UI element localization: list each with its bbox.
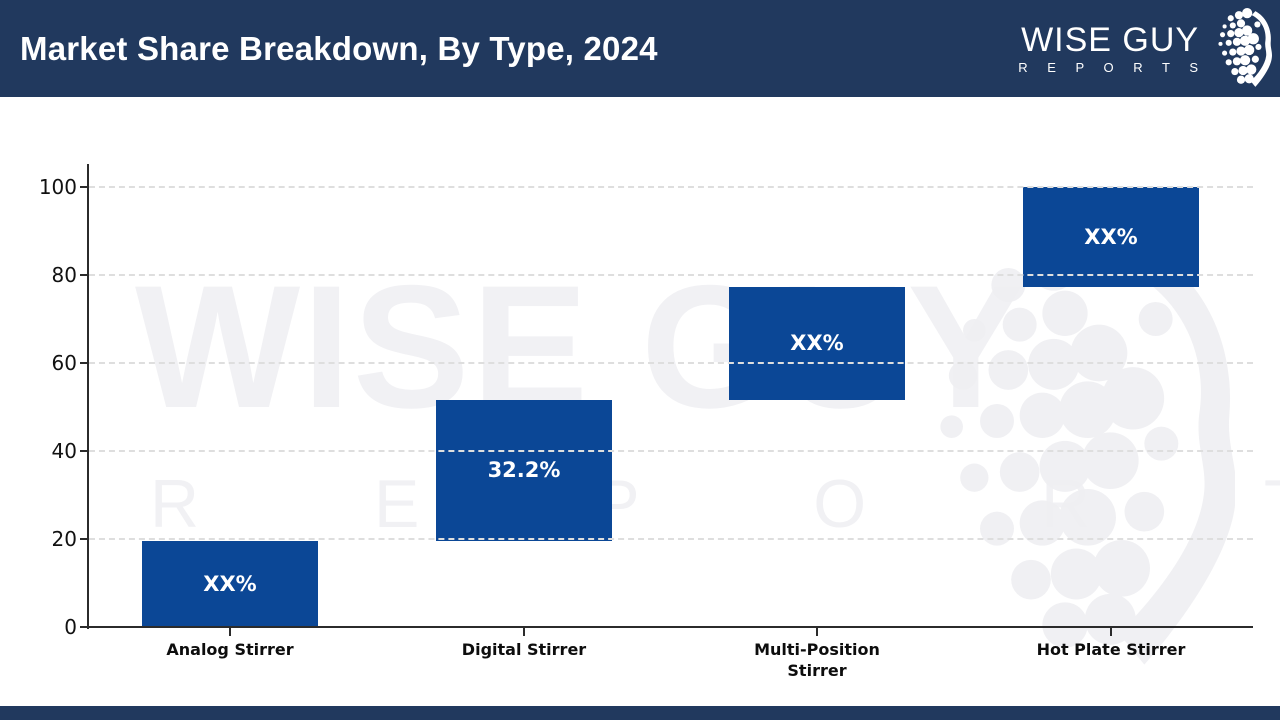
y-tick-label: 60 xyxy=(51,351,77,375)
gridline xyxy=(89,538,1253,540)
brand-logo-text: WISE GUY R E P O R T S xyxy=(1014,23,1206,75)
gridline xyxy=(89,450,1253,452)
page-title: Market Share Breakdown, By Type, 2024 xyxy=(20,29,658,67)
brand-logo: WISE GUY R E P O R T S xyxy=(1014,7,1272,90)
bar: 32.2% xyxy=(436,399,612,542)
bar: XX% xyxy=(729,287,905,400)
y-tick-label: 40 xyxy=(51,439,77,463)
logo-wordmark: WISE GUY xyxy=(1021,20,1200,59)
bar-value-label: XX% xyxy=(203,572,257,597)
x-category-label: Multi-Position Stirrer xyxy=(754,640,880,680)
x-category-label: Analog Stirrer xyxy=(166,640,294,659)
y-tick-label: 20 xyxy=(51,527,77,551)
x-axis-line xyxy=(87,626,1253,628)
x-category-label: Hot Plate Stirrer xyxy=(1036,640,1186,659)
x-tick-mark xyxy=(229,628,231,636)
y-tick-mark xyxy=(80,626,87,628)
bar-value-label: 32.2% xyxy=(487,458,561,483)
y-tick-mark xyxy=(80,274,87,276)
x-category-label: Digital Stirrer xyxy=(461,640,587,659)
y-tick-mark xyxy=(80,186,87,188)
y-axis-line xyxy=(87,164,89,629)
y-tick-label: 100 xyxy=(38,175,77,199)
logo-subtext: R E P O R T S xyxy=(1018,59,1206,75)
y-tick-label: 80 xyxy=(51,263,77,287)
x-tick-mark xyxy=(523,628,525,636)
footer-bar xyxy=(0,706,1280,720)
header-bar: Market Share Breakdown, By Type, 2024 WI… xyxy=(0,0,1280,97)
gridline xyxy=(89,186,1253,188)
y-tick-mark xyxy=(80,362,87,364)
logo-head-icon xyxy=(1218,7,1272,87)
gridline xyxy=(89,274,1253,276)
x-tick-mark xyxy=(816,628,818,636)
y-tick-mark xyxy=(80,538,87,540)
y-tick-label: 0 xyxy=(64,615,77,639)
bar: XX% xyxy=(142,541,318,627)
y-tick-mark xyxy=(80,450,87,452)
bar-value-label: XX% xyxy=(790,331,844,356)
gridline xyxy=(89,362,1253,364)
